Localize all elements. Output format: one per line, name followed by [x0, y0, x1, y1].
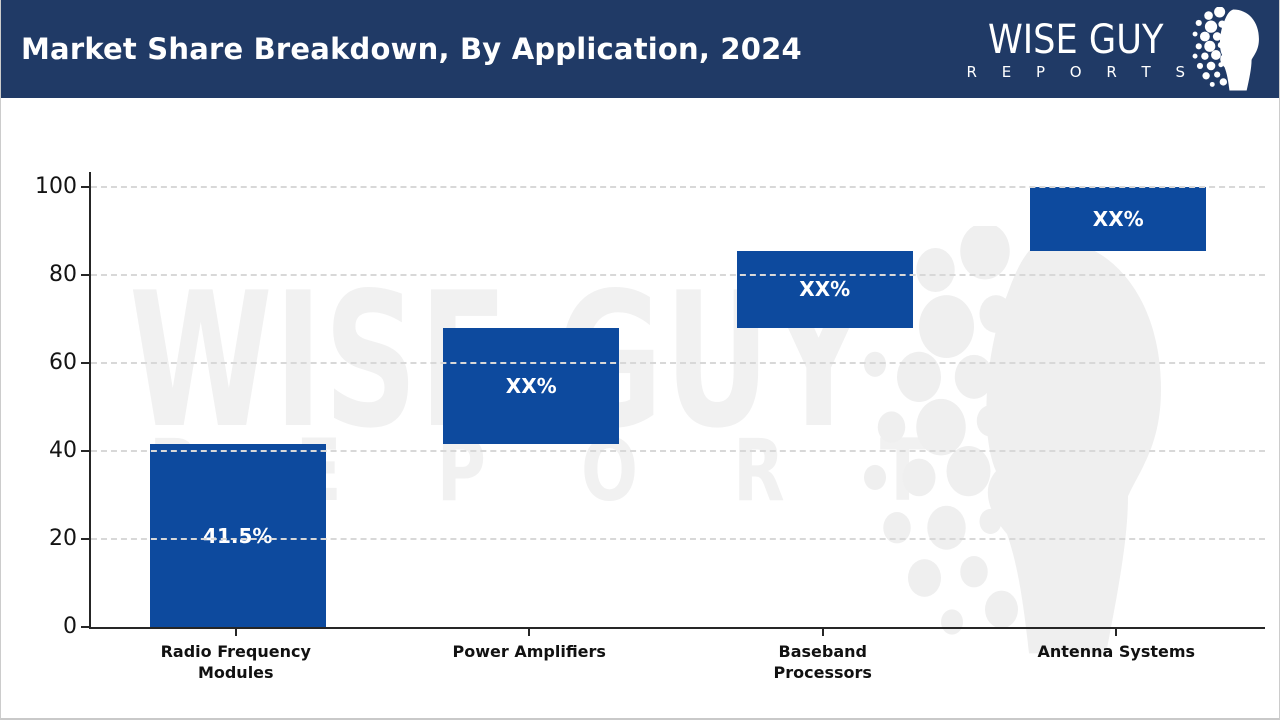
y-tick-mark-40 — [81, 450, 89, 452]
gridline-100 — [91, 186, 1265, 188]
y-tick-mark-100 — [81, 186, 89, 188]
y-tick-label-0: 0 — [63, 614, 77, 639]
y-tick-label-60: 60 — [49, 350, 77, 375]
logo-text: WISE GUY R E P O R T S — [957, 19, 1195, 81]
bar-value-label: XX% — [799, 277, 851, 302]
y-tick-mark-80 — [81, 274, 89, 276]
x-category-label-0: Radio Frequency Modules — [160, 642, 311, 682]
bar-antenna-systems: XX% — [1030, 187, 1207, 251]
logo-subtitle: R E P O R T S — [966, 63, 1195, 81]
wise-guy-reports-logo: WISE GUY R E P O R T S — [957, 6, 1273, 94]
bar-value-label: 41.5% — [203, 523, 273, 548]
x-category-label-3: Antenna Systems — [1037, 642, 1196, 661]
x-tick-mark-0 — [234, 629, 237, 636]
bar-baseband-processors: XX% — [736, 250, 913, 328]
bar-power-amplifiers: XX% — [443, 327, 620, 445]
y-tick-label-100: 100 — [35, 174, 77, 199]
x-tick-mark-2 — [821, 629, 824, 636]
y-tick-label-80: 80 — [49, 262, 77, 287]
y-tick-mark-20 — [81, 538, 89, 540]
bar-value-label: XX% — [1092, 206, 1144, 231]
x-category-label-1: Power Amplifiers — [452, 642, 606, 661]
y-tick-label-40: 40 — [49, 438, 77, 463]
x-tick-mark-1 — [528, 629, 531, 636]
y-tick-mark-60 — [81, 362, 89, 364]
x-category-label-2: Baseband Processors — [773, 642, 872, 682]
dotted-head-profile-icon — [1192, 7, 1259, 91]
header-band: Market Share Breakdown, By Application, … — [1, 0, 1279, 98]
bar-value-label: XX% — [505, 374, 557, 399]
bar-radio-frequency-modules: 41.5% — [149, 444, 326, 627]
y-tick-label-20: 20 — [49, 526, 77, 551]
logo-name: WISE GUY — [988, 17, 1164, 63]
x-tick-mark-3 — [1115, 629, 1118, 636]
gridline-80 — [91, 274, 1265, 276]
gridline-60 — [91, 362, 1265, 364]
page-title: Market Share Breakdown, By Application, … — [21, 32, 802, 66]
gridline-40 — [91, 450, 1265, 452]
y-tick-mark-0 — [81, 626, 89, 628]
plot-frame: 41.5% XX% XX% XX% — [89, 172, 1265, 629]
gridline-20 — [91, 538, 1265, 540]
